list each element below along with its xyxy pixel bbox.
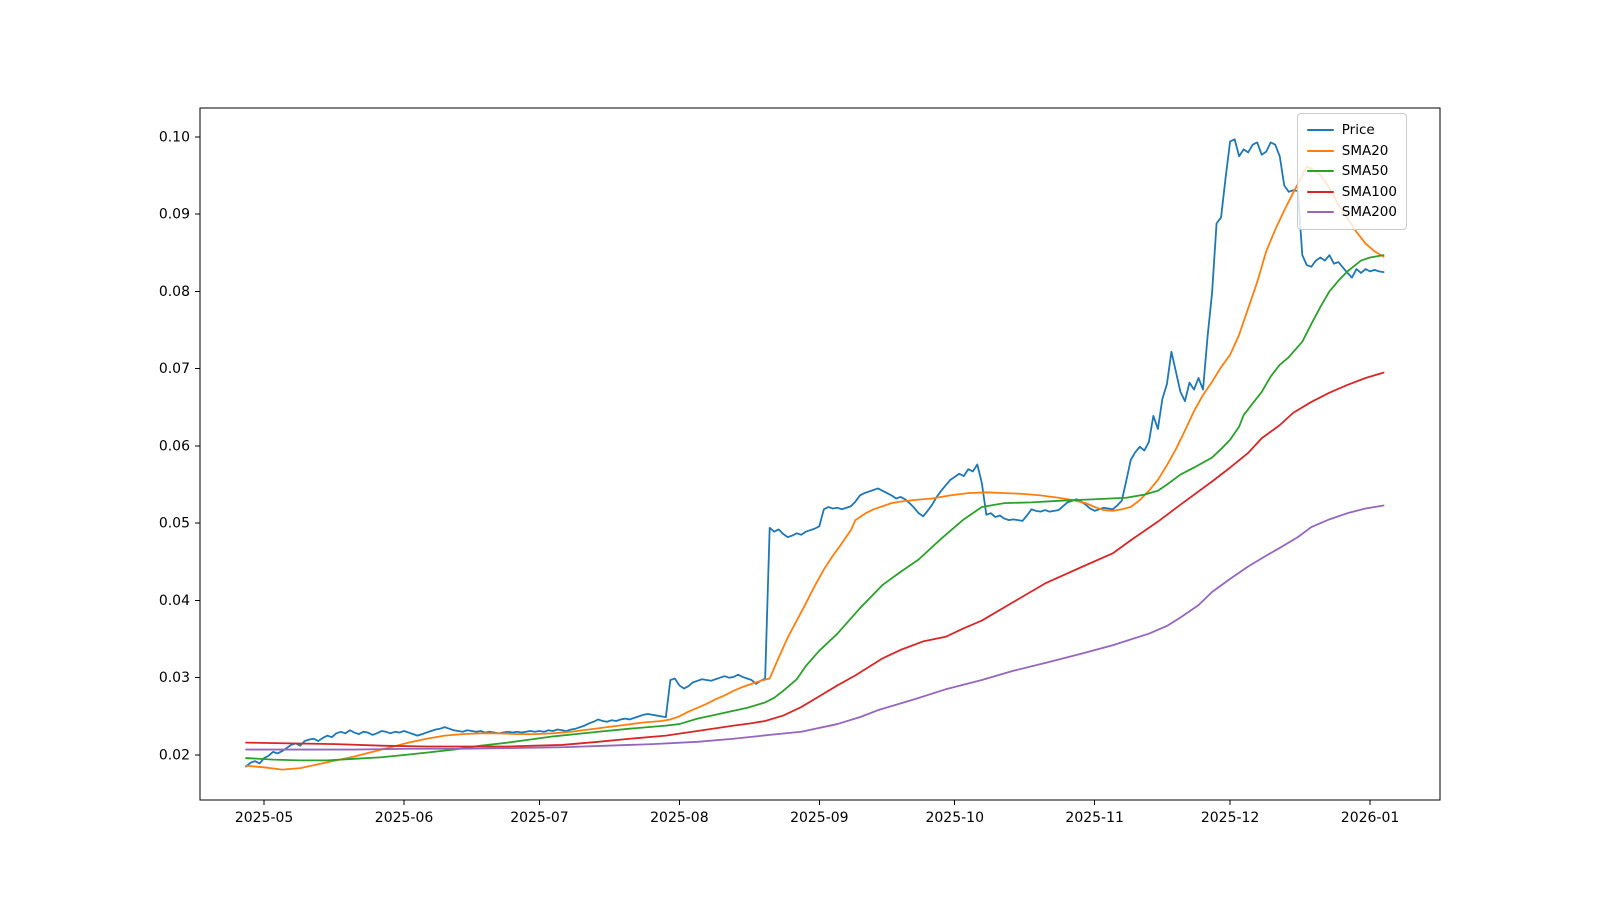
legend-label-price: Price xyxy=(1341,122,1375,138)
legend-item-price: Price xyxy=(1306,120,1397,141)
x-tick-label: 2025-09 xyxy=(790,810,849,826)
y-tick-label: 0.08 xyxy=(159,284,190,300)
x-tick-label: 2025-12 xyxy=(1201,810,1260,826)
legend-line-sample-price xyxy=(1306,129,1334,132)
x-tick-label: 2025-05 xyxy=(235,810,294,826)
x-tick-label: 2025-08 xyxy=(650,810,709,826)
y-tick-label: 0.02 xyxy=(159,747,190,763)
sma100-line xyxy=(245,371,1385,748)
x-tick-label: 2025-07 xyxy=(510,810,569,826)
legend-line-sample-sma50 xyxy=(1306,170,1334,173)
legend-item-sma50: SMA50 xyxy=(1306,161,1397,182)
legend-label-sma200: SMA200 xyxy=(1341,204,1397,220)
legend-item-sma100: SMA100 xyxy=(1306,182,1397,203)
legend-item-sma200: SMA200 xyxy=(1306,202,1397,223)
x-tick-label: 2026-01 xyxy=(1341,810,1400,826)
sma50-line xyxy=(245,254,1385,762)
axes-border xyxy=(199,107,1441,801)
legend-label-sma20: SMA20 xyxy=(1341,142,1389,159)
x-tick-label: 2025-11 xyxy=(1065,810,1124,826)
price-line xyxy=(245,138,1385,768)
y-tick-label: 0.05 xyxy=(159,516,190,532)
legend-label-sma50: SMA50 xyxy=(1341,163,1389,179)
legend-label-sma100: SMA100 xyxy=(1341,183,1397,200)
legend-line-sample-sma100 xyxy=(1306,190,1334,193)
y-tick-label: 0.06 xyxy=(159,438,190,454)
legend-item-sma20: SMA20 xyxy=(1306,141,1397,162)
legend-line-sample-sma20 xyxy=(1306,149,1334,152)
x-tick-label: 2025-10 xyxy=(925,810,984,826)
legend-line-sample-sma200 xyxy=(1306,211,1334,214)
sma20-line xyxy=(245,165,1385,771)
y-tick-label: 0.10 xyxy=(159,129,190,145)
y-tick-label: 0.07 xyxy=(159,361,190,377)
y-tick-label: 0.09 xyxy=(159,207,190,223)
x-tick-label: 2025-06 xyxy=(375,810,434,826)
y-tick-label: 0.04 xyxy=(159,593,190,609)
sma200-line xyxy=(245,504,1385,751)
y-tick-label: 0.03 xyxy=(159,670,190,686)
legend: Price SMA20 SMA50 SMA100 SMA200 xyxy=(1296,113,1407,230)
